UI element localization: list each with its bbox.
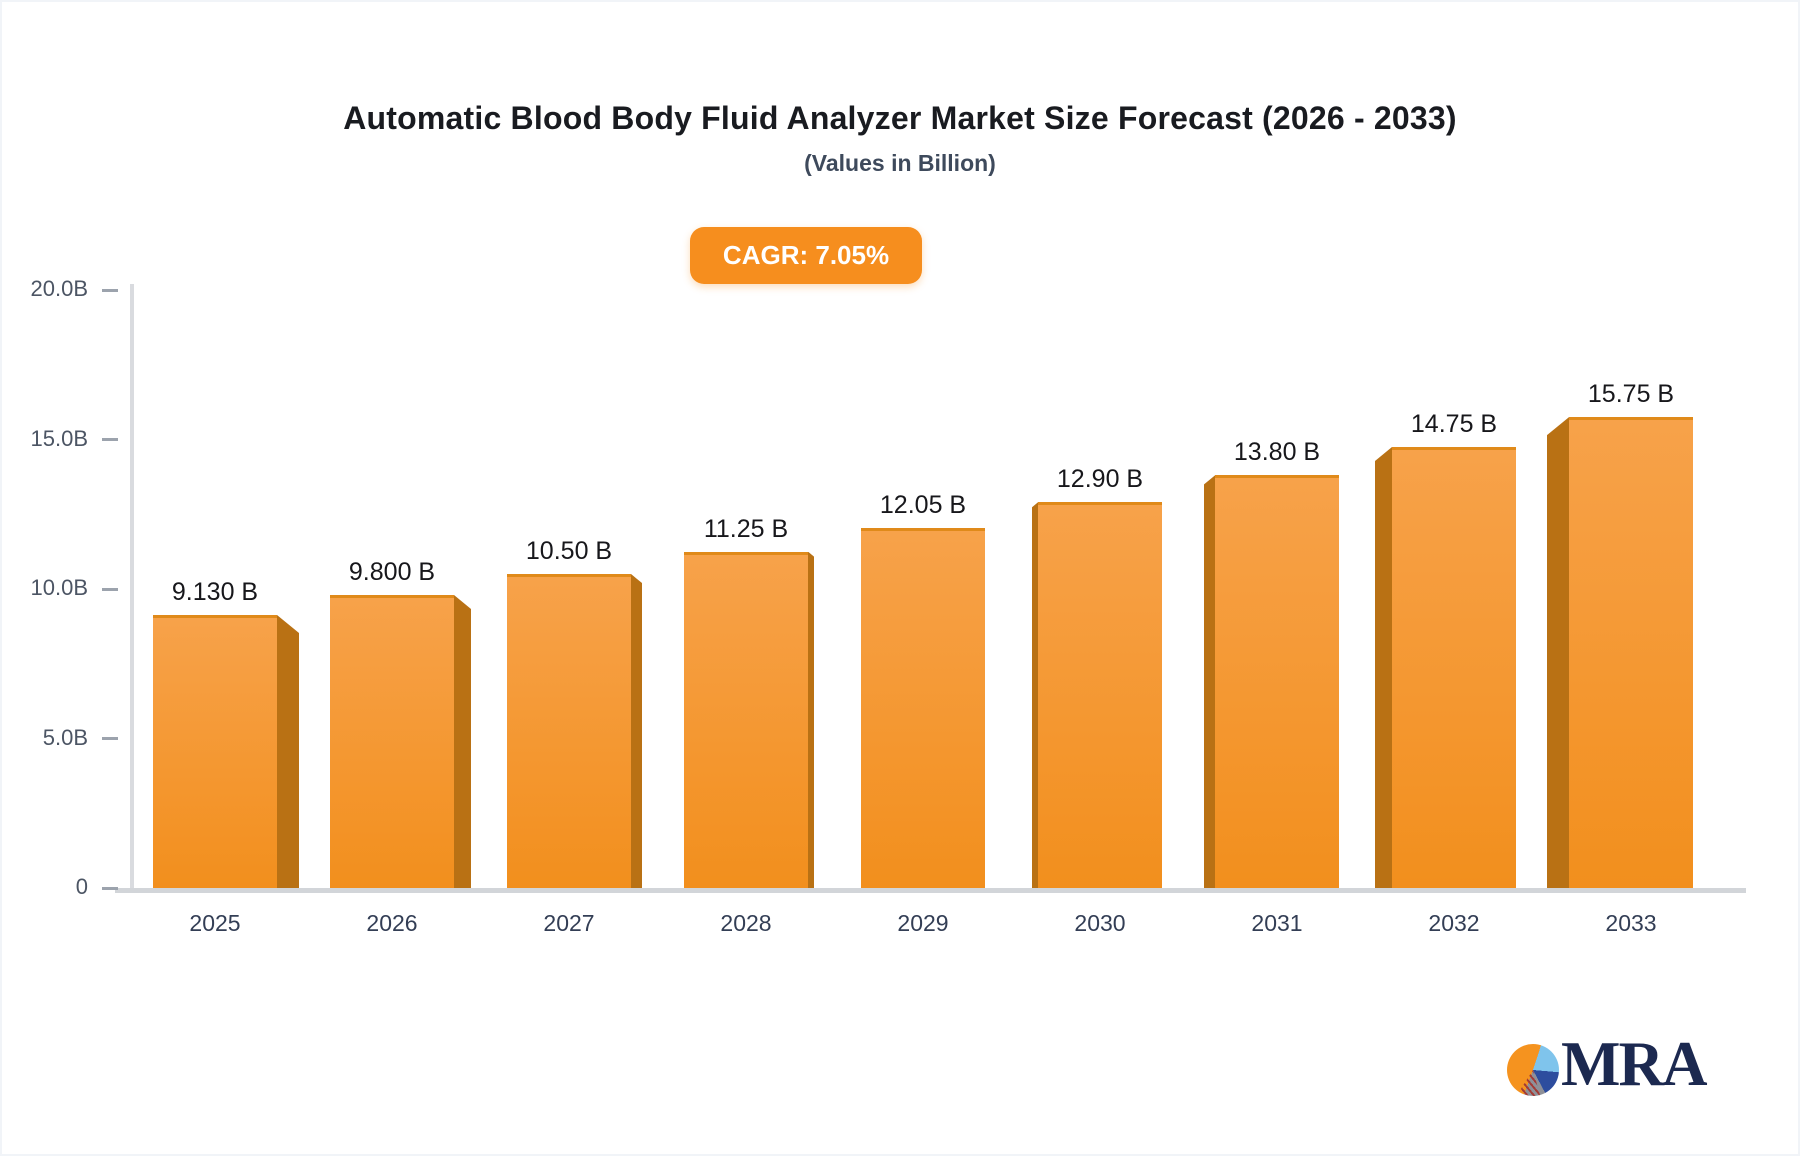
brand-name: MRA xyxy=(1561,1029,1707,1099)
bar-side xyxy=(454,594,471,888)
bar-value-label: 13.80 B xyxy=(1233,438,1321,467)
x-axis-label: 2030 xyxy=(1074,910,1126,936)
y-tick-label: 15.0B xyxy=(30,425,89,451)
bar-side xyxy=(1547,417,1569,888)
bar-value-label: 14.75 B xyxy=(1410,409,1498,438)
bar xyxy=(330,594,454,888)
chart-title: Automatic Blood Body Fluid Analyzer Mark… xyxy=(343,100,1457,136)
bar xyxy=(1392,446,1516,888)
x-axis-label: 2025 xyxy=(189,910,241,936)
y-tick-mark xyxy=(102,886,118,890)
bar-side xyxy=(1375,446,1392,888)
bar-side xyxy=(808,551,814,888)
y-tick-mark xyxy=(102,288,118,292)
x-axis-label: 2029 xyxy=(897,910,949,936)
x-axis-label: 2032 xyxy=(1428,910,1480,936)
bar-value-label: 12.90 B xyxy=(1056,465,1144,494)
bar xyxy=(153,615,277,888)
bar-side xyxy=(1032,502,1038,888)
y-tick-label: 5.0B xyxy=(42,724,88,750)
bar xyxy=(507,574,631,888)
y-tick-mark xyxy=(102,587,118,591)
brand-logo: MRA xyxy=(1507,1029,1707,1099)
bar xyxy=(1215,475,1339,888)
bar-value-label: 9.800 B xyxy=(348,557,436,586)
x-axis-label: 2031 xyxy=(1251,910,1303,936)
bar-side xyxy=(631,574,642,888)
bar-value-label: 15.75 B xyxy=(1587,380,1675,409)
x-axis-label: 2026 xyxy=(366,910,418,936)
x-axis-baseline xyxy=(115,888,1746,893)
cagr-badge: CAGR: 7.05% xyxy=(690,227,922,284)
bar-value-label: 10.50 B xyxy=(525,537,613,566)
y-tick-mark xyxy=(102,438,118,441)
y-axis-line xyxy=(130,284,134,892)
x-axis-label: 2033 xyxy=(1605,910,1657,936)
bar-side xyxy=(277,615,299,888)
chart-subtitle: (Values in Billion) xyxy=(804,150,996,176)
y-tick-label: 10.0B xyxy=(30,575,89,600)
bar-value-label: 9.130 B xyxy=(171,578,259,606)
pie-hatch-slice xyxy=(1516,1070,1541,1096)
bar xyxy=(684,551,808,888)
y-tick-label: 20.0B xyxy=(30,276,89,301)
bar-value-label: 11.25 B xyxy=(703,514,789,543)
pie-chart-icon xyxy=(1507,1044,1559,1096)
y-tick-label: 0 xyxy=(75,874,88,899)
bar-side xyxy=(1204,475,1215,888)
y-tick-mark xyxy=(102,737,118,740)
bar xyxy=(1038,502,1162,888)
bar xyxy=(1569,417,1693,888)
bar xyxy=(861,527,985,888)
x-axis-label: 2027 xyxy=(543,910,595,936)
x-axis-label: 2028 xyxy=(720,910,772,936)
bar-value-label: 12.05 B xyxy=(879,490,967,519)
